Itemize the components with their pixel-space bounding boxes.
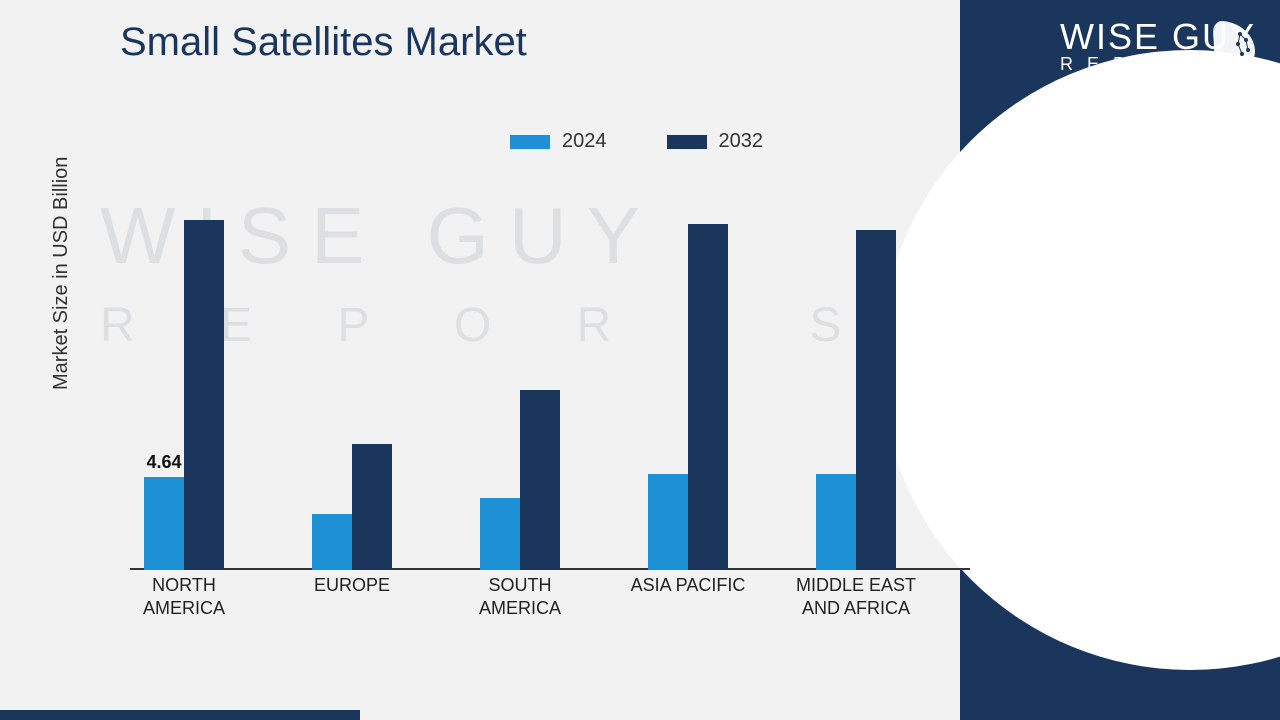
legend-swatch-2032 xyxy=(667,135,707,149)
bar-group xyxy=(312,444,392,570)
bar-value-label: 4.64 xyxy=(134,452,194,473)
bar-group xyxy=(816,230,896,570)
bar-group: 4.64 xyxy=(144,220,224,570)
bar-2024 xyxy=(312,514,352,570)
legend-label-2032: 2032 xyxy=(719,130,764,153)
y-axis-label: Market Size in USD Billion xyxy=(50,157,73,390)
legend: 2024 2032 xyxy=(510,130,763,153)
chart-title: Small Satellites Market xyxy=(120,20,527,65)
x-axis-labels: NORTH AMERICAEUROPESOUTH AMERICAASIA PAC… xyxy=(130,574,970,694)
footer-accent-bar xyxy=(0,710,360,720)
bar-2032 xyxy=(688,224,728,570)
legend-item-2032: 2032 xyxy=(667,130,764,153)
legend-swatch-2024 xyxy=(510,135,550,149)
bar-2032 xyxy=(184,220,224,570)
bar-2032 xyxy=(520,390,560,570)
bar-2032 xyxy=(352,444,392,570)
legend-item-2024: 2024 xyxy=(510,130,607,153)
bar-2024: 4.64 xyxy=(144,477,184,570)
plot-area: 4.64 xyxy=(130,170,970,570)
brand-logo: WISE GUY REPORTS xyxy=(1060,16,1256,75)
chart-panel: Small Satellites Market WISE GUY R E P O… xyxy=(0,0,960,720)
bar-2024 xyxy=(648,474,688,570)
bar-2024 xyxy=(480,498,520,570)
x-label: ASIA PACIFIC xyxy=(618,574,758,597)
x-label: MIDDLE EAST AND AFRICA xyxy=(786,574,926,619)
x-label: NORTH AMERICA xyxy=(114,574,254,619)
bar-group xyxy=(648,224,728,570)
bar-2024 xyxy=(816,474,856,570)
x-label: SOUTH AMERICA xyxy=(450,574,590,619)
x-label: EUROPE xyxy=(282,574,422,597)
head-icon xyxy=(1200,16,1260,76)
bar-2032 xyxy=(856,230,896,570)
chart: Market Size in USD Billion 2024 2032 4.6… xyxy=(60,130,980,700)
bar-group xyxy=(480,390,560,570)
legend-label-2024: 2024 xyxy=(562,130,607,153)
